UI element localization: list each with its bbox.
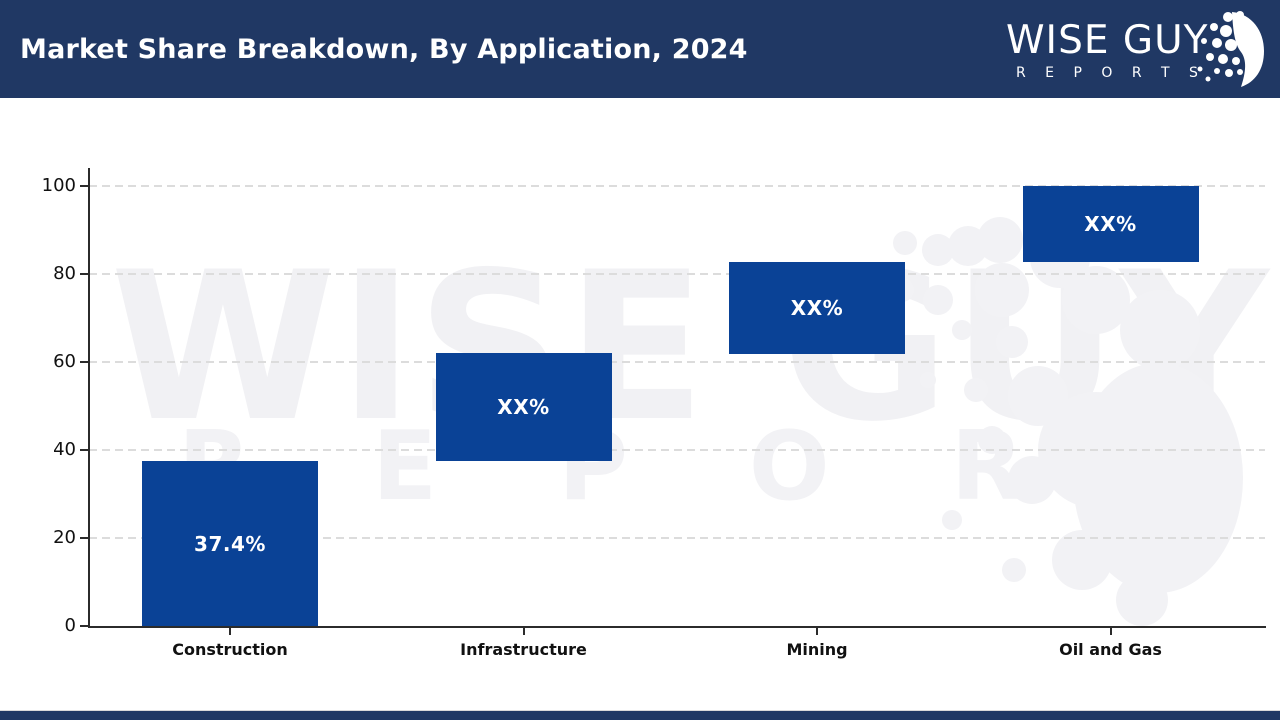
x-category-label-construction: Construction [172, 640, 288, 659]
x-tick-mark [229, 628, 231, 635]
bar-oil-and-gas: XX% [1022, 186, 1199, 263]
header-bar: Market Share Breakdown, By Application, … [0, 0, 1280, 98]
bar-mining: XX% [729, 262, 905, 355]
bar-infrastructure: XX% [435, 353, 612, 462]
x-tick-mark [522, 628, 525, 635]
footer-bar [0, 711, 1280, 720]
y-tick-label: 40 [53, 439, 76, 460]
bar-value-label: XX% [790, 296, 844, 321]
y-tick-mark [80, 361, 88, 363]
wise-guy-reports-logo: WISE GUY R E P O R T S [1006, 11, 1264, 87]
y-tick-mark [80, 185, 88, 187]
x-category-label-infrastructure: Infrastructure [460, 640, 587, 659]
y-tick-label: 60 [53, 351, 76, 372]
logo-wordmark: WISE GUY [1006, 18, 1208, 63]
y-tick-label: 20 [53, 527, 76, 548]
y-tick-label: 0 [64, 615, 76, 636]
gridline-y40 [89, 449, 1265, 451]
gridline-y60 [89, 361, 1265, 363]
footer-rule [0, 710, 1280, 711]
x-tick-mark [816, 628, 818, 635]
bar-value-label: 37.4% [194, 531, 266, 556]
y-tick-mark [80, 537, 88, 539]
y-tick-label: 80 [53, 263, 76, 284]
x-category-label-mining: Mining [786, 640, 848, 659]
bar-value-label: XX% [1084, 212, 1137, 237]
y-tick-label: 100 [41, 175, 76, 196]
y-tick-mark [80, 273, 88, 275]
bar-construction: 37.4% [142, 461, 318, 626]
logo-face-icon [1197, 11, 1264, 87]
x-category-label-oil-and-gas: Oil and Gas [1059, 640, 1162, 659]
page-title: Market Share Breakdown, By Application, … [20, 33, 748, 65]
gridline-y20 [89, 537, 1265, 539]
x-axis-line [88, 626, 1266, 628]
logo-subtext: R E P O R T S [1016, 65, 1205, 81]
x-tick-mark [1109, 628, 1112, 635]
y-tick-mark [80, 449, 88, 451]
chart-area: WISE GUY R E P O R T S 02040608010037.4%… [0, 98, 1280, 711]
bar-value-label: XX% [497, 395, 550, 420]
y-tick-mark [80, 625, 88, 627]
gridline-y100 [89, 185, 1265, 187]
y-axis-line [88, 168, 90, 628]
gridline-y80 [89, 273, 1265, 275]
